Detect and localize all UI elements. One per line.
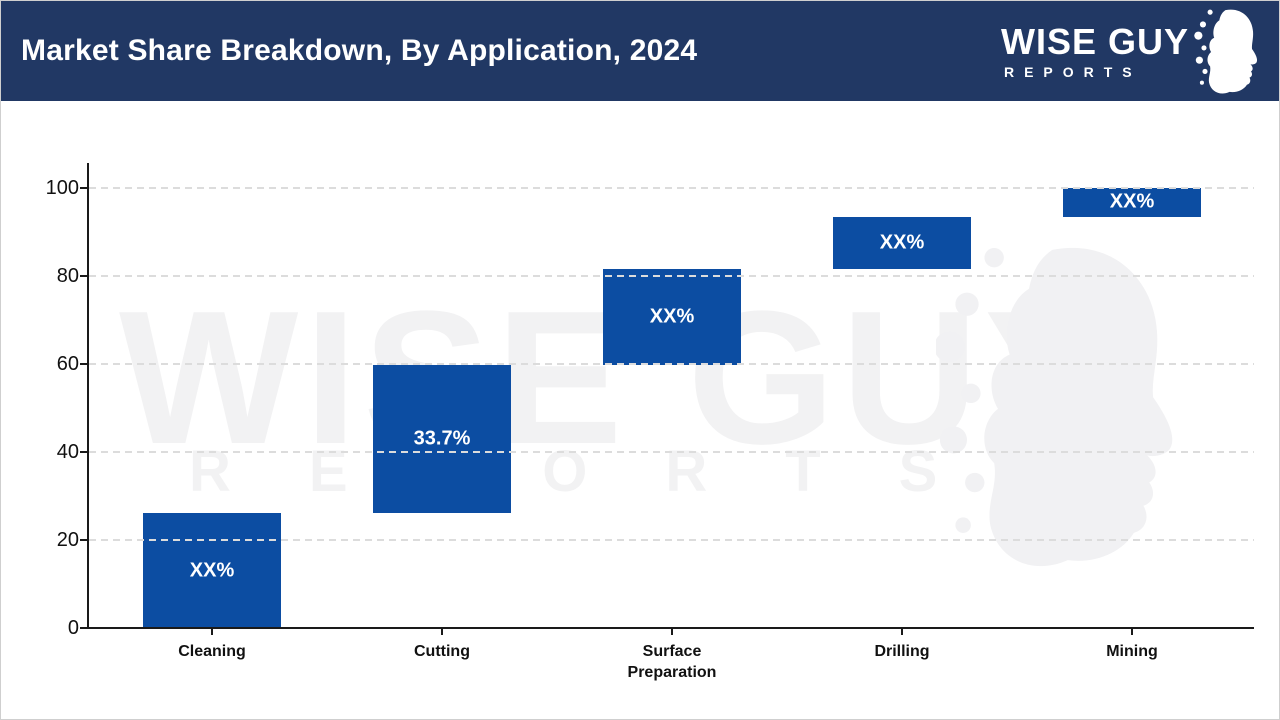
x-axis-tick-mark — [671, 629, 673, 635]
y-axis-tick-label: 20 — [56, 528, 79, 551]
y-axis-tick-mark — [80, 186, 88, 189]
x-axis-category-label-mining: Mining — [1106, 643, 1158, 660]
y-gridline-100 — [89, 186, 1254, 189]
y-axis-line — [87, 163, 89, 629]
x-axis-line — [87, 627, 1254, 629]
y-gridline-60 — [89, 362, 1254, 365]
bar-surface-preparation[interactable]: XX% — [603, 269, 741, 365]
y-axis-tick-label: 100 — [45, 176, 79, 199]
bar-value-label-cutting: 33.7% — [413, 427, 471, 450]
brand-logo-text: WISE GUY REPORTS — [1000, 20, 1189, 80]
y-axis-tick-label: 60 — [56, 352, 79, 375]
bar-value-label-surface-preparation: XX% — [649, 305, 695, 328]
y-axis-tick-label: 40 — [56, 440, 79, 463]
x-axis-tick-mark — [211, 629, 213, 635]
y-gridline-40 — [89, 450, 1254, 453]
brand-subtitle: REPORTS — [1003, 63, 1142, 80]
y-axis-tick-mark — [80, 627, 88, 629]
y-gridline-80 — [89, 274, 1254, 277]
x-axis-tick-mark — [1131, 629, 1133, 635]
bar-drilling[interactable]: XX% — [833, 216, 971, 270]
y-axis-tick-label: 0 — [67, 617, 79, 639]
x-axis-category-label-cleaning: Cleaning — [178, 643, 246, 660]
y-axis-tick-label: 80 — [56, 264, 79, 287]
bar-value-label-cleaning: XX% — [189, 559, 235, 581]
x-axis-category-label-drilling: Drilling — [874, 643, 930, 660]
header-bar: Market Share Breakdown, By Application, … — [1, 1, 1279, 101]
bar-value-label-drilling: XX% — [879, 231, 925, 254]
page-title: Market Share Breakdown, By Application, … — [21, 34, 698, 67]
y-axis-tick-mark — [80, 274, 88, 277]
brand-name: WISE GUY — [1000, 20, 1189, 62]
x-axis-category-label-surface-preparation: Surface Preparation — [627, 643, 717, 681]
brand-logo: WISE GUY REPORTS — [1001, 5, 1265, 97]
x-axis-tick-mark — [441, 629, 443, 635]
y-gridline-20 — [89, 538, 1254, 541]
bar-mining[interactable]: XX% — [1063, 187, 1201, 217]
face-profile-logo-icon — [1194, 9, 1258, 94]
y-axis-tick-mark — [80, 450, 88, 453]
x-axis-tick-mark — [901, 629, 903, 635]
bar-value-label-mining: XX% — [1109, 190, 1155, 213]
y-axis-tick-mark — [80, 538, 88, 541]
x-axis-category-label-cutting: Cutting — [414, 643, 470, 660]
bar-cleaning[interactable]: XX% — [143, 513, 281, 628]
bar-cutting[interactable]: 33.7% — [373, 364, 511, 514]
y-axis-tick-mark — [80, 362, 88, 365]
